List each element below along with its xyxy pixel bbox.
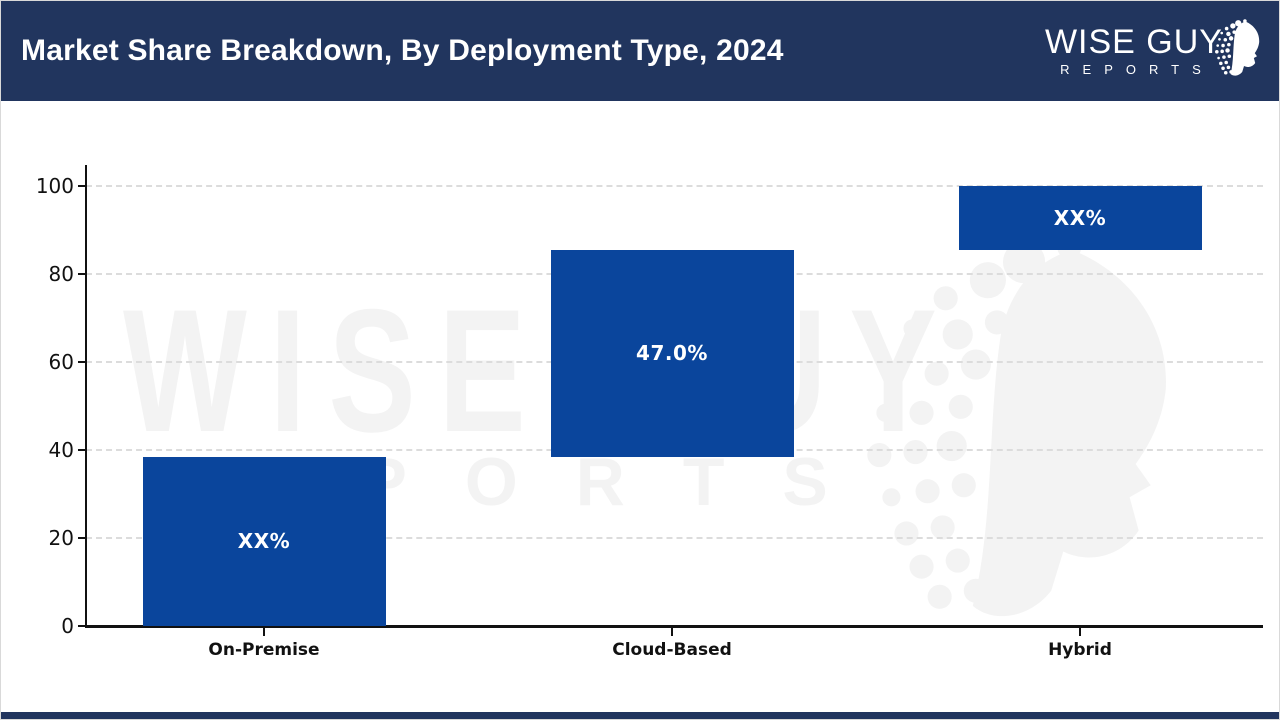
gridline xyxy=(86,537,1263,539)
bar-on-premise: XX% xyxy=(142,456,386,626)
bar-value-label: 47.0% xyxy=(636,341,708,366)
logo-subtitle: REPORTS xyxy=(1060,61,1214,77)
x-tick-mark xyxy=(1079,628,1081,636)
y-tick-mark xyxy=(78,537,86,539)
x-category-label: On-Premise xyxy=(208,640,320,660)
x-category-label: Hybrid xyxy=(1048,640,1112,660)
x-category-label: Cloud-Based xyxy=(612,640,732,660)
x-axis-line xyxy=(85,625,1263,628)
chart-area: WISE GUY REPORTS 0 20 40 60 80 100 XX% On-Premi… xyxy=(1,101,1279,712)
y-tick-label: 100 xyxy=(35,174,74,198)
page-title: Market Share Breakdown, By Deployment Ty… xyxy=(21,34,784,67)
x-tick-mark xyxy=(263,628,265,636)
y-tick-mark xyxy=(78,625,86,627)
wiseguy-logo: WISE GUY REPORTS xyxy=(1045,10,1265,92)
logo-wordmark: WISE GUY xyxy=(1044,23,1223,62)
y-tick-mark xyxy=(78,361,86,363)
bar-hybrid: XX% xyxy=(958,186,1202,250)
y-axis-line xyxy=(85,165,87,628)
y-tick-mark xyxy=(78,273,86,275)
footer-bar xyxy=(1,712,1279,719)
x-tick-mark xyxy=(671,628,673,636)
y-tick-label: 40 xyxy=(48,438,74,462)
y-tick-label: 20 xyxy=(48,526,74,550)
y-tick-label: 60 xyxy=(48,350,74,374)
face-logo-icon xyxy=(1207,8,1265,92)
y-tick-mark xyxy=(78,185,86,187)
header: Market Share Breakdown, By Deployment Ty… xyxy=(1,1,1279,101)
y-tick-mark xyxy=(78,449,86,451)
bar-cloud-based: 47.0% xyxy=(550,249,794,457)
y-tick-label: 80 xyxy=(48,262,74,286)
gridline xyxy=(86,185,1263,187)
bar-value-label: XX% xyxy=(237,529,291,554)
y-tick-label: 0 xyxy=(61,614,74,638)
bar-value-label: XX% xyxy=(1053,205,1107,230)
